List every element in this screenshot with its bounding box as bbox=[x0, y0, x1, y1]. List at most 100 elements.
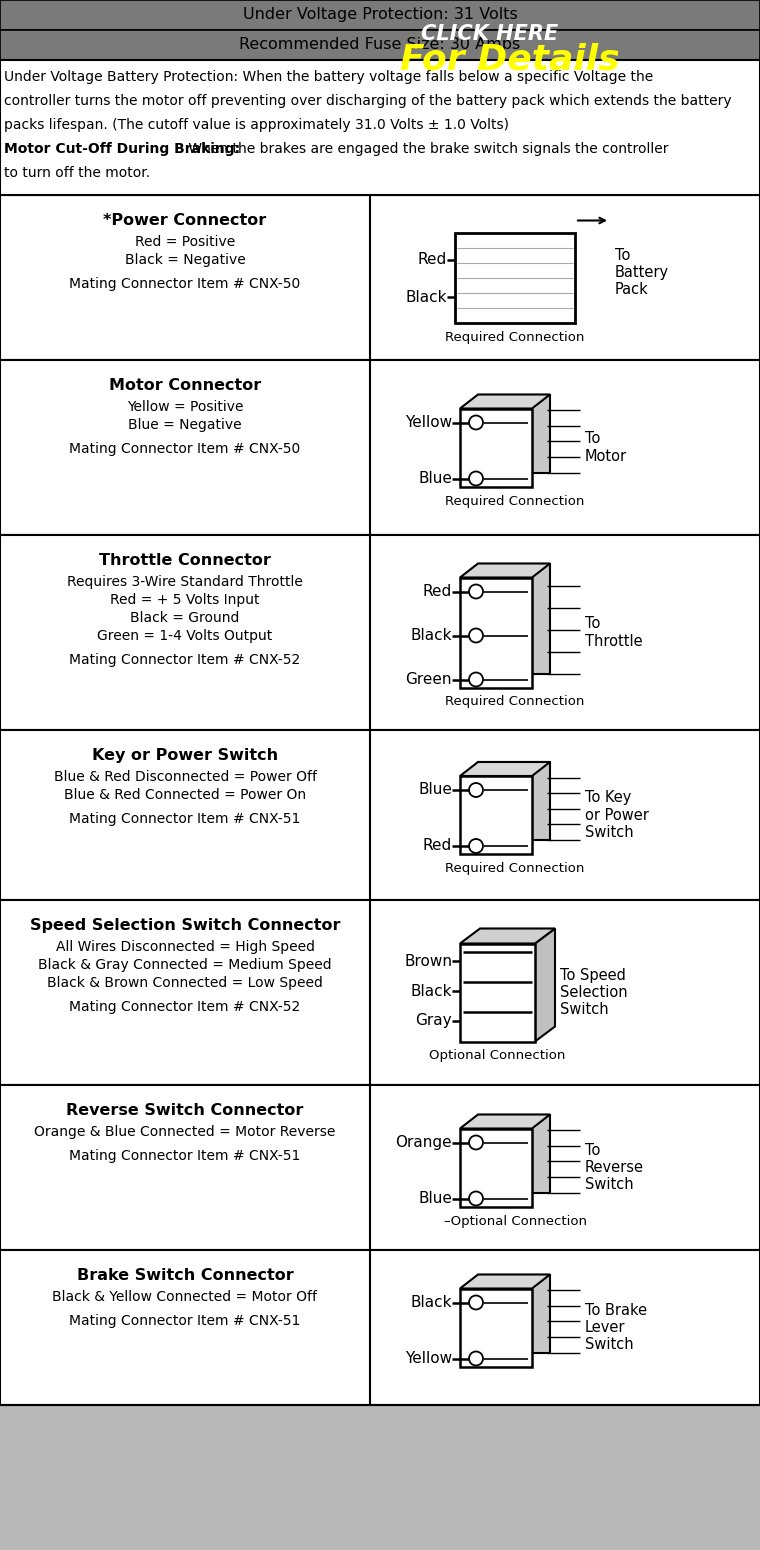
Text: To Brake
Lever
Switch: To Brake Lever Switch bbox=[585, 1302, 647, 1353]
Text: Brake Switch Connector: Brake Switch Connector bbox=[77, 1268, 293, 1283]
Text: Mating Connector Item # CNX-50: Mating Connector Item # CNX-50 bbox=[69, 442, 301, 456]
Text: to turn off the motor.: to turn off the motor. bbox=[4, 166, 150, 180]
Polygon shape bbox=[478, 1114, 550, 1192]
Bar bbox=[460, 944, 535, 1042]
Text: To
Reverse
Switch: To Reverse Switch bbox=[585, 1142, 644, 1192]
Text: controller turns the motor off preventing over discharging of the battery pack w: controller turns the motor off preventin… bbox=[4, 95, 732, 109]
Text: Mating Connector Item # CNX-51: Mating Connector Item # CNX-51 bbox=[69, 1314, 301, 1328]
Text: Black & Brown Connected = Low Speed: Black & Brown Connected = Low Speed bbox=[47, 976, 323, 990]
Text: To
Battery
Pack: To Battery Pack bbox=[615, 248, 669, 298]
Bar bbox=[0, 1085, 760, 1249]
Circle shape bbox=[469, 839, 483, 853]
Text: Blue & Red Connected = Power On: Blue & Red Connected = Power On bbox=[64, 787, 306, 801]
Text: Mating Connector Item # CNX-50: Mating Connector Item # CNX-50 bbox=[69, 277, 301, 291]
Text: Blue = Negative: Blue = Negative bbox=[128, 418, 242, 432]
Polygon shape bbox=[460, 1274, 550, 1288]
Circle shape bbox=[469, 1192, 483, 1206]
Text: packs lifespan. (The cutoff value is approximately 31.0 Volts ± 1.0 Volts): packs lifespan. (The cutoff value is app… bbox=[4, 118, 509, 132]
Bar bbox=[0, 730, 760, 901]
Text: Yellow: Yellow bbox=[405, 415, 452, 429]
Text: *Power Connector: *Power Connector bbox=[103, 212, 267, 228]
Text: To Speed
Selection
Switch: To Speed Selection Switch bbox=[560, 967, 628, 1017]
Circle shape bbox=[469, 1352, 483, 1366]
Circle shape bbox=[469, 783, 483, 797]
Text: When the brakes are engaged the brake switch signals the controller: When the brakes are engaged the brake sw… bbox=[184, 143, 668, 157]
Polygon shape bbox=[478, 1274, 550, 1353]
Circle shape bbox=[469, 584, 483, 598]
Circle shape bbox=[469, 1136, 483, 1150]
Circle shape bbox=[469, 628, 483, 643]
Bar bbox=[0, 901, 760, 1085]
Text: Black = Ground: Black = Ground bbox=[130, 611, 239, 625]
Polygon shape bbox=[478, 395, 550, 473]
Text: Under Voltage Battery Protection: When the battery voltage falls below a specifi: Under Voltage Battery Protection: When t… bbox=[4, 70, 654, 84]
Bar bbox=[460, 777, 532, 854]
Text: Recommended Fuse Size: 30 Amps: Recommended Fuse Size: 30 Amps bbox=[239, 37, 521, 53]
Circle shape bbox=[469, 1296, 483, 1310]
Text: Reverse Switch Connector: Reverse Switch Connector bbox=[66, 1104, 304, 1118]
Text: Required Connection: Required Connection bbox=[445, 494, 584, 507]
Text: Black: Black bbox=[410, 984, 452, 998]
Text: Throttle Connector: Throttle Connector bbox=[99, 553, 271, 567]
Text: Red: Red bbox=[423, 584, 452, 598]
Text: Black = Negative: Black = Negative bbox=[125, 253, 245, 267]
Bar bbox=[460, 409, 532, 487]
Text: Orange: Orange bbox=[395, 1135, 452, 1150]
Text: Black & Yellow Connected = Motor Off: Black & Yellow Connected = Motor Off bbox=[52, 1290, 318, 1304]
Polygon shape bbox=[460, 395, 550, 409]
Polygon shape bbox=[460, 928, 555, 944]
Text: CLICK HERE: CLICK HERE bbox=[421, 25, 559, 45]
Text: Brown: Brown bbox=[404, 953, 452, 969]
Text: Red: Red bbox=[418, 253, 447, 267]
Bar bbox=[455, 232, 575, 322]
Text: Orange & Blue Connected = Motor Reverse: Orange & Blue Connected = Motor Reverse bbox=[34, 1125, 336, 1139]
Text: Yellow = Positive: Yellow = Positive bbox=[127, 400, 243, 414]
Text: For Details: For Details bbox=[401, 43, 620, 78]
Text: Blue: Blue bbox=[418, 783, 452, 798]
Text: To
Throttle: To Throttle bbox=[585, 617, 643, 649]
Text: Blue: Blue bbox=[418, 1190, 452, 1206]
Text: Mating Connector Item # CNX-52: Mating Connector Item # CNX-52 bbox=[69, 653, 301, 666]
Text: Motor Connector: Motor Connector bbox=[109, 378, 261, 394]
Polygon shape bbox=[535, 928, 555, 1042]
Text: Red: Red bbox=[423, 839, 452, 854]
Text: Red = + 5 Volts Input: Red = + 5 Volts Input bbox=[110, 594, 260, 608]
Text: Speed Selection Switch Connector: Speed Selection Switch Connector bbox=[30, 918, 340, 933]
Text: To
Motor: To Motor bbox=[585, 431, 627, 463]
Bar bbox=[0, 0, 760, 29]
Bar bbox=[460, 1288, 532, 1367]
Bar bbox=[0, 1249, 760, 1404]
Bar bbox=[0, 29, 760, 60]
Bar bbox=[0, 60, 760, 195]
Text: All Wires Disconnected = High Speed: All Wires Disconnected = High Speed bbox=[55, 939, 315, 953]
Text: Requires 3-Wire Standard Throttle: Requires 3-Wire Standard Throttle bbox=[67, 575, 303, 589]
Text: Black: Black bbox=[410, 1294, 452, 1310]
Text: –Optional Connection: –Optional Connection bbox=[444, 1215, 587, 1228]
Text: Optional Connection: Optional Connection bbox=[429, 1049, 565, 1062]
Bar bbox=[460, 1128, 532, 1206]
Circle shape bbox=[469, 673, 483, 687]
Text: Black & Gray Connected = Medium Speed: Black & Gray Connected = Medium Speed bbox=[38, 958, 332, 972]
Bar bbox=[0, 535, 760, 730]
Text: Black: Black bbox=[410, 628, 452, 643]
Polygon shape bbox=[478, 564, 550, 674]
Text: To Key
or Power
Switch: To Key or Power Switch bbox=[585, 790, 649, 840]
Text: Gray: Gray bbox=[416, 1014, 452, 1028]
Polygon shape bbox=[460, 1114, 550, 1128]
Bar bbox=[0, 195, 760, 360]
Polygon shape bbox=[478, 763, 550, 840]
Text: Mating Connector Item # CNX-51: Mating Connector Item # CNX-51 bbox=[69, 812, 301, 826]
Bar bbox=[0, 360, 760, 535]
Bar bbox=[460, 578, 532, 688]
Polygon shape bbox=[460, 564, 550, 578]
Text: Mating Connector Item # CNX-52: Mating Connector Item # CNX-52 bbox=[69, 1000, 301, 1014]
Text: Required Connection: Required Connection bbox=[445, 330, 584, 344]
Text: Red = Positive: Red = Positive bbox=[135, 236, 235, 250]
Text: Green: Green bbox=[406, 673, 452, 687]
Text: Under Voltage Protection: 31 Volts: Under Voltage Protection: 31 Volts bbox=[242, 8, 518, 23]
Polygon shape bbox=[460, 763, 550, 777]
Text: Yellow: Yellow bbox=[405, 1352, 452, 1366]
Text: Blue: Blue bbox=[418, 471, 452, 487]
Text: Black: Black bbox=[406, 290, 447, 305]
Text: Key or Power Switch: Key or Power Switch bbox=[92, 749, 278, 763]
